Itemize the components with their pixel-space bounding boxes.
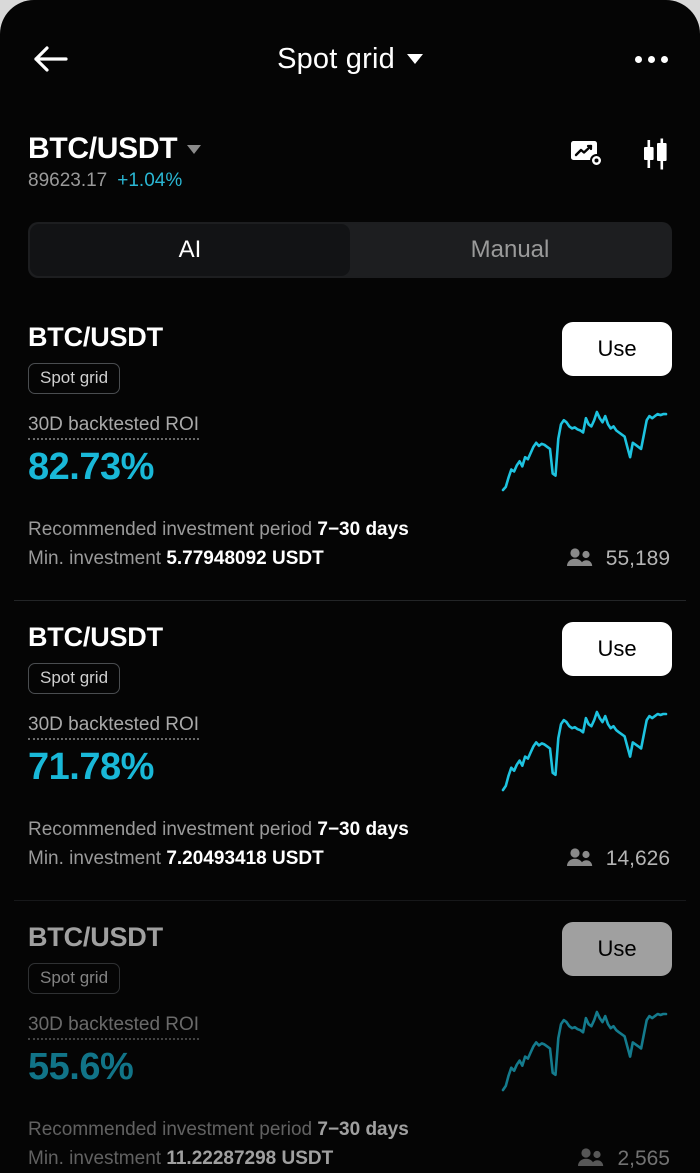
card-body: 30D backtested ROI 82.73%	[28, 410, 672, 492]
use-button[interactable]: Use	[562, 621, 672, 676]
mode-tabs: AI Manual	[28, 222, 672, 278]
chevron-down-icon[interactable]	[406, 54, 423, 64]
users-icon	[566, 847, 594, 872]
recommended-period-row: Recommended investment period 7−30 days	[28, 515, 672, 544]
users-icon	[577, 1147, 605, 1172]
roi-label[interactable]: 30D backtested ROI	[28, 1014, 200, 1040]
pair-symbol: BTC/USDT	[28, 132, 178, 165]
recommended-period-value: 7−30 days	[317, 818, 409, 840]
min-investment-row: Min. investment 7.20493418 USDT	[28, 844, 672, 873]
pair-change: +1.04%	[117, 170, 183, 191]
card-header: BTC/USDT Spot grid Use	[28, 921, 672, 994]
strategy-list: BTC/USDT Spot grid Use 30D backtested RO…	[0, 300, 700, 1173]
min-investment-label: Min. investment	[28, 548, 162, 570]
roi-sparkline-chart	[497, 706, 672, 796]
roi-value: 71.78%	[28, 745, 154, 788]
users-count: 55,189	[605, 547, 670, 571]
min-investment-label: Min. investment	[28, 848, 162, 870]
min-investment-row: Min. investment 11.22287298 USDT	[28, 1144, 672, 1173]
roi-value: 82.73%	[28, 446, 154, 488]
card-footer: Recommended investment period 7−30 days …	[28, 515, 672, 574]
card-pair-symbol: BTC/USDT	[28, 322, 163, 352]
page-title: Spot grid	[0, 43, 700, 76]
card-pair-symbol: BTC/USDT	[28, 921, 163, 952]
roi-sparkline-chart	[497, 1006, 672, 1096]
users-group: 55,189	[566, 547, 670, 572]
more-horizontal-icon[interactable]	[631, 46, 672, 73]
pair-info: BTC/USDT 89623.17 +1.04%	[28, 132, 202, 192]
users-count: 14,626	[605, 847, 670, 871]
app-header: Spot grid	[0, 0, 700, 118]
roi-sparkline-chart	[497, 406, 672, 496]
recommended-period-value: 7−30 days	[317, 519, 409, 540]
use-button[interactable]: Use	[562, 921, 672, 976]
card-body: 30D backtested ROI 55.6%	[28, 1010, 672, 1092]
recommended-period-label: Recommended investment period	[28, 1118, 313, 1140]
card-pair-symbol: BTC/USDT	[28, 621, 163, 652]
users-count: 2,565	[617, 1147, 670, 1171]
min-investment-row: Min. investment 5.77948092 USDT	[28, 544, 672, 573]
min-investment-value: 11.22287298 USDT	[166, 1148, 334, 1170]
min-investment-value: 7.20493418 USDT	[166, 848, 324, 870]
line-chart-icon[interactable]	[570, 139, 604, 174]
card-header: BTC/USDT Spot grid Use	[28, 621, 672, 694]
back-icon[interactable]	[28, 36, 74, 82]
candlestick-chart-icon[interactable]	[640, 138, 672, 175]
recommended-period-label: Recommended investment period	[28, 818, 313, 840]
status-badge: Spot grid	[28, 962, 121, 994]
chevron-down-icon[interactable]	[187, 144, 202, 154]
strategy-card[interactable]: BTC/USDT Spot grid Use 30D backtested RO…	[0, 599, 700, 900]
card-footer: Recommended investment period 7−30 days …	[28, 1115, 672, 1173]
pair-row: BTC/USDT 89623.17 +1.04%	[0, 118, 700, 202]
users-icon	[566, 547, 594, 572]
roi-value: 55.6%	[28, 1045, 134, 1088]
card-title-group: BTC/USDT Spot grid	[28, 922, 163, 994]
pair-selector[interactable]: BTC/USDT	[28, 132, 202, 166]
min-investment-value: 5.77948092 USDT	[166, 548, 324, 570]
card-footer: Recommended investment period 7−30 days …	[28, 815, 672, 874]
pair-price: 89623.17	[28, 170, 108, 191]
card-title-group: BTC/USDT Spot grid	[28, 622, 163, 694]
use-button[interactable]: Use	[562, 322, 672, 376]
recommended-period-row: Recommended investment period 7−30 days	[28, 1115, 672, 1144]
roi-label[interactable]: 30D backtested ROI	[28, 414, 200, 440]
roi-label[interactable]: 30D backtested ROI	[28, 714, 200, 740]
pair-actions	[570, 132, 672, 175]
strategy-card[interactable]: BTC/USDT Spot grid Use 30D backtested RO…	[0, 899, 700, 1173]
status-badge: Spot grid	[28, 662, 121, 694]
tab-ai[interactable]: AI	[30, 224, 350, 276]
card-body: 30D backtested ROI 71.78%	[28, 710, 672, 792]
recommended-period-row: Recommended investment period 7−30 days	[28, 815, 672, 844]
pair-price-row: 89623.17 +1.04%	[28, 170, 201, 192]
card-header: BTC/USDT Spot grid Use	[28, 322, 672, 394]
strategy-card[interactable]: BTC/USDT Spot grid Use 30D backtested RO…	[0, 300, 700, 600]
recommended-period-value: 7−30 days	[317, 1118, 409, 1140]
users-group: 2,565	[577, 1147, 670, 1172]
card-title-group: BTC/USDT Spot grid	[28, 322, 163, 394]
users-group: 14,626	[566, 847, 670, 872]
min-investment-label: Min. investment	[28, 1148, 162, 1170]
tab-manual[interactable]: Manual	[470, 236, 550, 263]
page-title-text[interactable]: Spot grid	[277, 42, 395, 75]
status-badge: Spot grid	[28, 363, 121, 394]
recommended-period-label: Recommended investment period	[28, 519, 313, 540]
